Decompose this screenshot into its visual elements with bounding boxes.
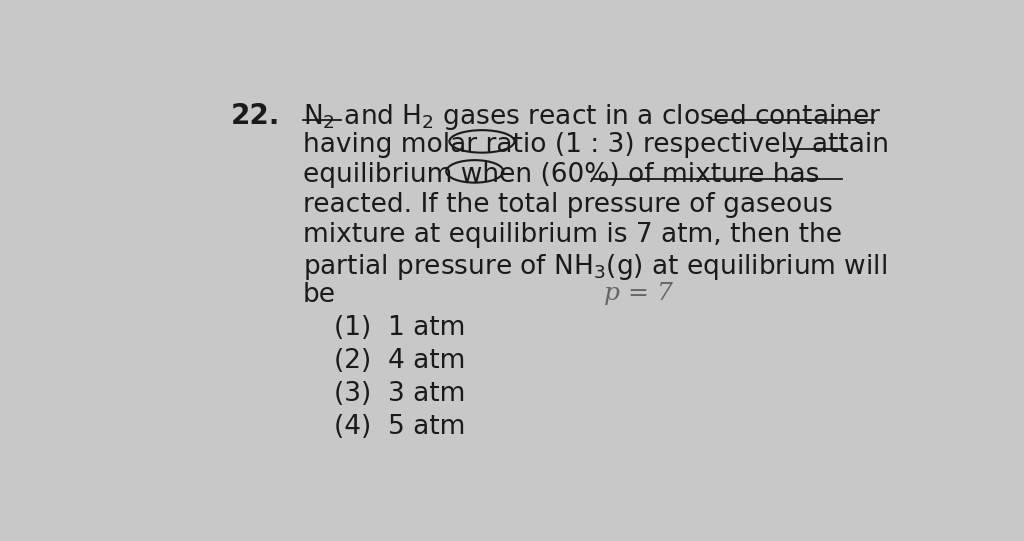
Text: (1)  1 atm: (1) 1 atm bbox=[334, 315, 466, 341]
Text: mixture at equilibrium is 7 atm, then the: mixture at equilibrium is 7 atm, then th… bbox=[303, 222, 842, 248]
Text: having molar ratio (1 : 3) respectively attain: having molar ratio (1 : 3) respectively … bbox=[303, 133, 889, 159]
Text: p = 7: p = 7 bbox=[604, 282, 673, 305]
Text: equilibrium when (60%) of mixture has: equilibrium when (60%) of mixture has bbox=[303, 162, 819, 188]
Text: be: be bbox=[303, 282, 336, 308]
Text: partial pressure of $\mathregular{NH_3}$(g) at equilibrium will: partial pressure of $\mathregular{NH_3}$… bbox=[303, 252, 887, 282]
Text: (4)  5 atm: (4) 5 atm bbox=[334, 414, 466, 440]
Text: (3)  3 atm: (3) 3 atm bbox=[334, 381, 466, 407]
Text: $\mathregular{N_2}$ and $\mathregular{H_2}$ gases react in a closed container: $\mathregular{N_2}$ and $\mathregular{H_… bbox=[303, 102, 881, 133]
Text: reacted. If the total pressure of gaseous: reacted. If the total pressure of gaseou… bbox=[303, 193, 833, 219]
Text: 22.: 22. bbox=[231, 102, 281, 130]
Text: (2)  4 atm: (2) 4 atm bbox=[334, 348, 466, 374]
